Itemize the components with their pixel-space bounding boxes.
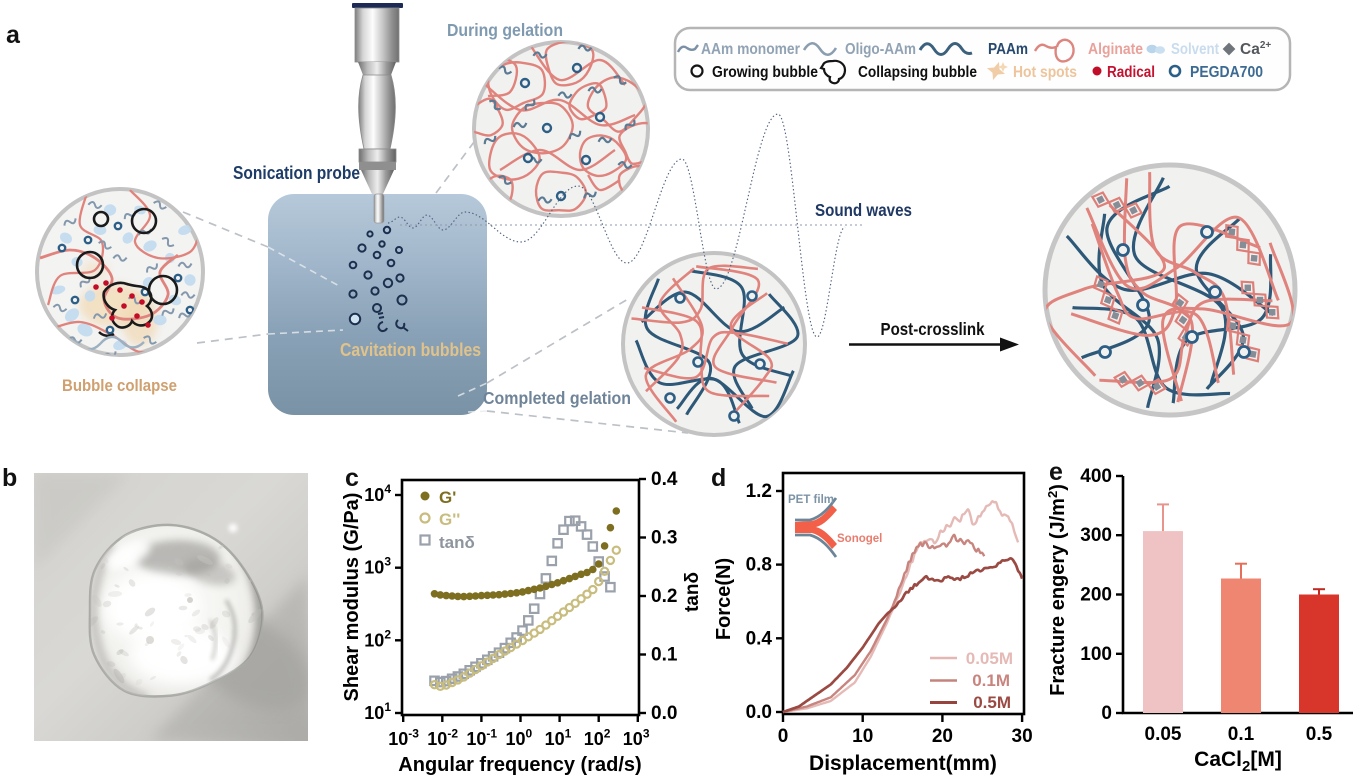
svg-text:Post-crosslink: Post-crosslink (881, 319, 985, 339)
svg-text:300: 300 (1080, 525, 1112, 546)
svg-text:0.0: 0.0 (651, 703, 677, 724)
svg-text:200: 200 (1080, 585, 1112, 606)
svg-text:100: 100 (1080, 644, 1112, 665)
svg-text:AAm monomer: AAm monomer (701, 41, 800, 58)
svg-text:Cavitation bubbles: Cavitation bubbles (340, 340, 481, 360)
svg-text:0.4: 0.4 (746, 628, 773, 649)
svg-text:0.5: 0.5 (1306, 724, 1333, 745)
svg-text:Bubble collapse: Bubble collapse (62, 376, 177, 395)
svg-text:During gelation: During gelation (447, 20, 563, 40)
svg-text:c: c (345, 464, 359, 492)
svg-text:a: a (6, 21, 21, 49)
svg-text:30: 30 (1012, 726, 1033, 747)
svg-text:Angular frequency (rad/s): Angular frequency (rad/s) (398, 754, 641, 776)
svg-text:Hot spots: Hot spots (1013, 64, 1077, 81)
svg-text:Growing bubble: Growing bubble (712, 64, 818, 81)
svg-text:e: e (1049, 458, 1063, 486)
svg-text:0: 0 (778, 726, 789, 747)
svg-text:0.5M: 0.5M (973, 693, 1011, 712)
svg-text:Radical: Radical (1107, 64, 1155, 81)
svg-text:0.2: 0.2 (651, 586, 677, 607)
svg-text:1.2: 1.2 (746, 481, 772, 502)
svg-text:0.1M: 0.1M (972, 671, 1010, 690)
svg-text:400: 400 (1080, 466, 1112, 487)
svg-text:Solvent: Solvent (1171, 41, 1219, 58)
svg-text:tanδ: tanδ (682, 572, 703, 612)
svg-text:CaCl2[M]: CaCl2[M] (1194, 748, 1282, 775)
svg-text:0.1: 0.1 (651, 645, 678, 666)
svg-text:0.1: 0.1 (1228, 724, 1255, 745)
svg-text:b: b (2, 464, 17, 492)
svg-text:Displacement(mm): Displacement(mm) (809, 752, 997, 775)
svg-text:20: 20 (932, 726, 953, 747)
svg-text:PET film: PET film (788, 494, 834, 506)
svg-text:10: 10 (852, 726, 873, 747)
svg-text:G'': G'' (439, 510, 460, 529)
svg-text:0.3: 0.3 (651, 528, 677, 549)
svg-text:PEGDA700: PEGDA700 (1190, 64, 1263, 81)
svg-text:Sound waves: Sound waves (815, 200, 912, 220)
svg-text:0: 0 (1101, 703, 1112, 724)
svg-text:tanδ: tanδ (439, 533, 475, 552)
svg-text:G': G' (439, 488, 456, 507)
svg-text:Completed gelation: Completed gelation (483, 388, 631, 408)
svg-text:Alginate: Alginate (1088, 41, 1143, 58)
svg-text:Sonogel: Sonogel (837, 533, 882, 545)
svg-text:Fracture engery (J/m2): Fracture engery (J/m2) (1045, 484, 1069, 696)
svg-text:0.4: 0.4 (651, 469, 678, 490)
svg-text:Collapsing bubble: Collapsing bubble (858, 64, 977, 81)
svg-text:d: d (711, 464, 726, 492)
svg-text:Oligo-AAm: Oligo-AAm (845, 41, 916, 58)
svg-text:Shear modulus (G/Pa): Shear modulus (G/Pa) (341, 493, 363, 702)
svg-text:0.05: 0.05 (1145, 724, 1182, 745)
svg-text:Sonication probe: Sonication probe (233, 163, 360, 183)
svg-text:0.0: 0.0 (746, 702, 772, 723)
svg-text:Force(N): Force(N) (713, 558, 735, 640)
svg-text:PAAm: PAAm (988, 41, 1028, 58)
svg-text:0.8: 0.8 (746, 555, 772, 576)
svg-text:0.05M: 0.05M (966, 649, 1013, 668)
